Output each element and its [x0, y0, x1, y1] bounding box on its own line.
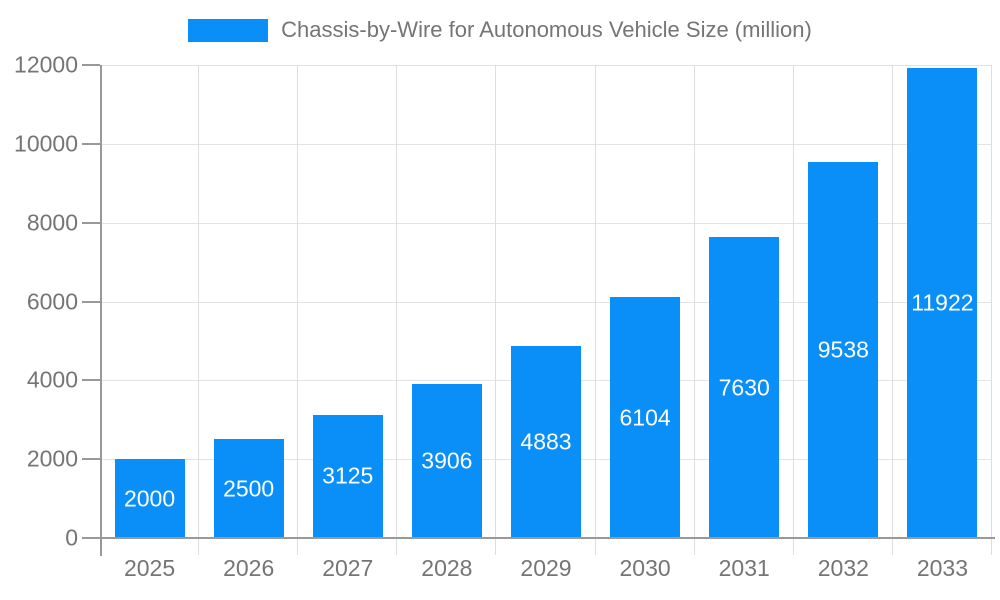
bar-2027[interactable]: 3125: [312, 414, 383, 538]
bar-2032[interactable]: 9538: [808, 162, 879, 538]
bar-2025[interactable]: 2000: [114, 459, 185, 538]
x-gridline: [792, 65, 794, 555]
x-gridline: [495, 65, 497, 555]
y-axis-tick: [82, 221, 100, 224]
y-axis-tick-label: 6000: [26, 288, 78, 314]
y-axis-tick-label: 2000: [26, 445, 78, 472]
bar-value-label: 2500: [223, 475, 275, 502]
y-axis-tick-label: 12000: [14, 51, 78, 78]
y-gridline: [100, 222, 992, 224]
bar-2026[interactable]: 2500: [213, 439, 284, 538]
x-gridline: [693, 65, 695, 555]
x-gridline: [198, 65, 200, 555]
x-axis-tick-label: 2033: [916, 555, 969, 581]
bar-2033[interactable]: 11922: [907, 68, 978, 538]
x-axis-tick-label: 2031: [718, 555, 770, 581]
x-gridline: [891, 65, 893, 555]
bar-value-label: 9538: [817, 336, 869, 363]
x-axis-tick-label: 2026: [223, 555, 275, 581]
bar-value-label: 2000: [123, 485, 176, 512]
y-axis-tick: [82, 142, 100, 145]
x-axis-tick-label: 2032: [817, 555, 869, 581]
legend[interactable]: Chassis-by-Wire for Autonomous Vehicle S…: [0, 17, 1000, 43]
bar-value-label: 7630: [718, 374, 770, 401]
y-axis-tick: [82, 458, 100, 461]
y-axis-line: [100, 65, 102, 556]
y-axis-tick: [82, 379, 100, 382]
x-axis-tick-label: 2025: [123, 555, 176, 581]
y-axis-tick-label: 10000: [14, 130, 78, 157]
bar-2030[interactable]: 6104: [610, 297, 681, 538]
bar-value-label: 6104: [619, 404, 671, 431]
y-axis-tick: [82, 300, 100, 303]
y-axis-tick-label: 8000: [26, 209, 78, 236]
x-axis-tick-label: 2027: [322, 555, 374, 581]
bar-value-label: 11922: [911, 289, 974, 316]
plot-area: 0 2000 4000 6000 8000 10000 12000 2000 2025 2500 2…: [14, 52, 995, 581]
y-axis-tick-label: 4000: [26, 366, 78, 393]
bar-2028[interactable]: 3906: [411, 384, 482, 538]
x-axis-line: [82, 537, 995, 539]
y-gridline: [100, 143, 992, 145]
x-axis-tick-label: 2030: [619, 555, 671, 581]
x-gridline: [396, 65, 398, 555]
y-gridline: [100, 301, 992, 303]
bar-value-label: 3125: [322, 462, 374, 489]
bar-value-label: 4883: [520, 428, 572, 455]
x-axis-tick-label: 2028: [421, 555, 473, 581]
legend-swatch-icon: [188, 18, 269, 42]
y-gridline: [100, 65, 992, 66]
x-gridline: [594, 65, 596, 555]
x-gridline: [297, 65, 299, 555]
y-axis-tick-label: 0: [65, 524, 78, 551]
legend-label: Chassis-by-Wire for Autonomous Vehicle S…: [281, 17, 812, 42]
x-gridline: [991, 65, 992, 555]
bar-2029[interactable]: 4883: [511, 345, 581, 538]
y-axis-tick: [82, 64, 100, 66]
bar-2031[interactable]: 7630: [709, 237, 780, 538]
x-axis-tick-label: 2029: [520, 555, 572, 581]
bar-value-label: 3906: [421, 447, 473, 474]
